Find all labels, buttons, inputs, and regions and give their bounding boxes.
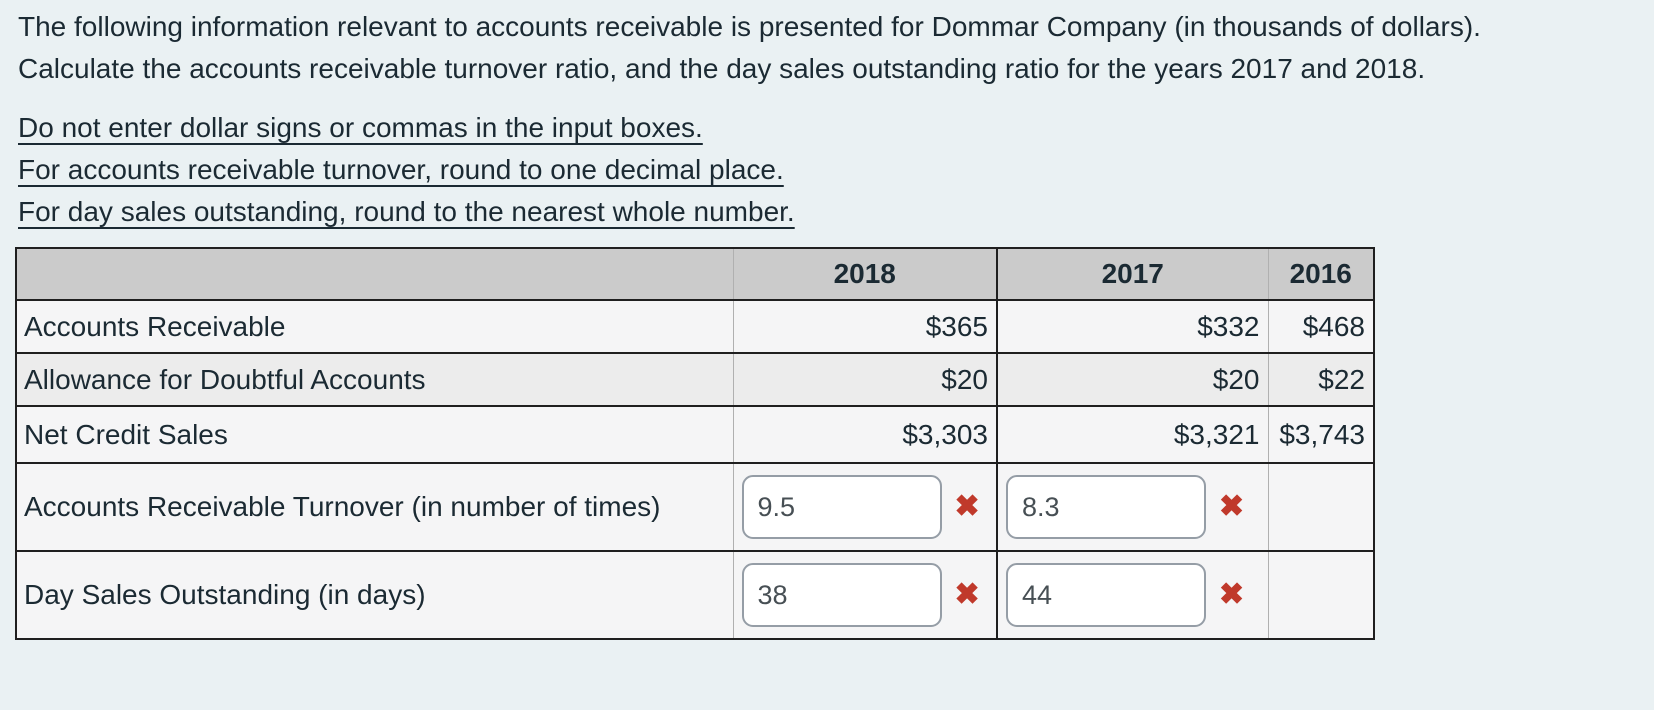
- instruction-line-dso-rounding: For day sales outstanding, round to the …: [18, 196, 795, 227]
- empty-cell-dso-2016: [1267, 550, 1374, 639]
- answer-cell-dso-2018: ✖: [732, 550, 997, 639]
- value-accounts-receivable-2018: $365: [732, 299, 997, 353]
- incorrect-x-icon: ✖: [954, 490, 980, 523]
- row-label-ar-turnover: Accounts Receivable Turnover (in number …: [16, 462, 733, 551]
- empty-header-cell: [16, 247, 733, 300]
- row-label-net-credit-sales: Net Credit Sales: [16, 405, 733, 463]
- answer-cell-dso-2017: ✖: [996, 550, 1268, 639]
- accounts-receivable-table: 2018 2017 2016 Accounts Receivable $365 …: [15, 247, 1375, 640]
- incorrect-x-icon: ✖: [1219, 578, 1245, 611]
- value-accounts-receivable-2017: $332: [996, 299, 1268, 353]
- table-row-accounts-receivable: Accounts Receivable $365 $332 $468: [16, 299, 1374, 353]
- answer-input-dso-2018[interactable]: [741, 563, 942, 627]
- table-row-day-sales-outstanding: Day Sales Outstanding (in days) ✖ ✖: [16, 550, 1374, 639]
- column-header-2018: 2018: [732, 247, 997, 300]
- answer-cell-turnover-2017: ✖: [996, 462, 1268, 551]
- row-label-day-sales-outstanding: Day Sales Outstanding (in days): [16, 550, 733, 639]
- incorrect-x-icon: ✖: [954, 578, 980, 611]
- value-accounts-receivable-2016: $468: [1267, 299, 1374, 353]
- value-net-credit-sales-2016: $3,743: [1267, 405, 1374, 463]
- instruction-line-turnover-rounding: For accounts receivable turnover, round …: [18, 154, 784, 185]
- incorrect-x-icon: ✖: [1219, 490, 1245, 523]
- column-header-2016: 2016: [1267, 247, 1374, 300]
- answer-cell-turnover-2018: ✖: [732, 462, 997, 551]
- row-label-accounts-receivable: Accounts Receivable: [16, 299, 733, 353]
- answer-input-turnover-2018[interactable]: [741, 475, 942, 539]
- table-header-row: 2018 2017 2016: [16, 247, 1374, 300]
- table-row-net-credit-sales: Net Credit Sales $3,303 $3,321 $3,743: [16, 405, 1374, 463]
- answer-input-dso-2017[interactable]: [1006, 563, 1206, 627]
- value-allowance-2018: $20: [732, 352, 997, 406]
- row-label-allowance-doubtful: Allowance for Doubtful Accounts: [16, 352, 733, 406]
- value-net-credit-sales-2018: $3,303: [732, 405, 997, 463]
- problem-statement: The following information relevant to ac…: [18, 11, 1481, 84]
- instruction-line-dollar-signs: Do not enter dollar signs or commas in t…: [18, 112, 703, 143]
- table-row-ar-turnover: Accounts Receivable Turnover (in number …: [16, 462, 1374, 551]
- value-allowance-2016: $22: [1267, 352, 1374, 406]
- value-allowance-2017: $20: [996, 352, 1268, 406]
- table-row-allowance-doubtful: Allowance for Doubtful Accounts $20 $20 …: [16, 352, 1374, 406]
- column-header-2017: 2017: [996, 247, 1268, 300]
- problem-panel: The following information relevant to ac…: [15, 11, 1654, 640]
- instructions-block: Do not enter dollar signs or commas in t…: [18, 107, 1654, 233]
- answer-input-turnover-2017[interactable]: [1006, 475, 1206, 539]
- value-net-credit-sales-2017: $3,321: [996, 405, 1268, 463]
- empty-cell-turnover-2016: [1267, 462, 1374, 551]
